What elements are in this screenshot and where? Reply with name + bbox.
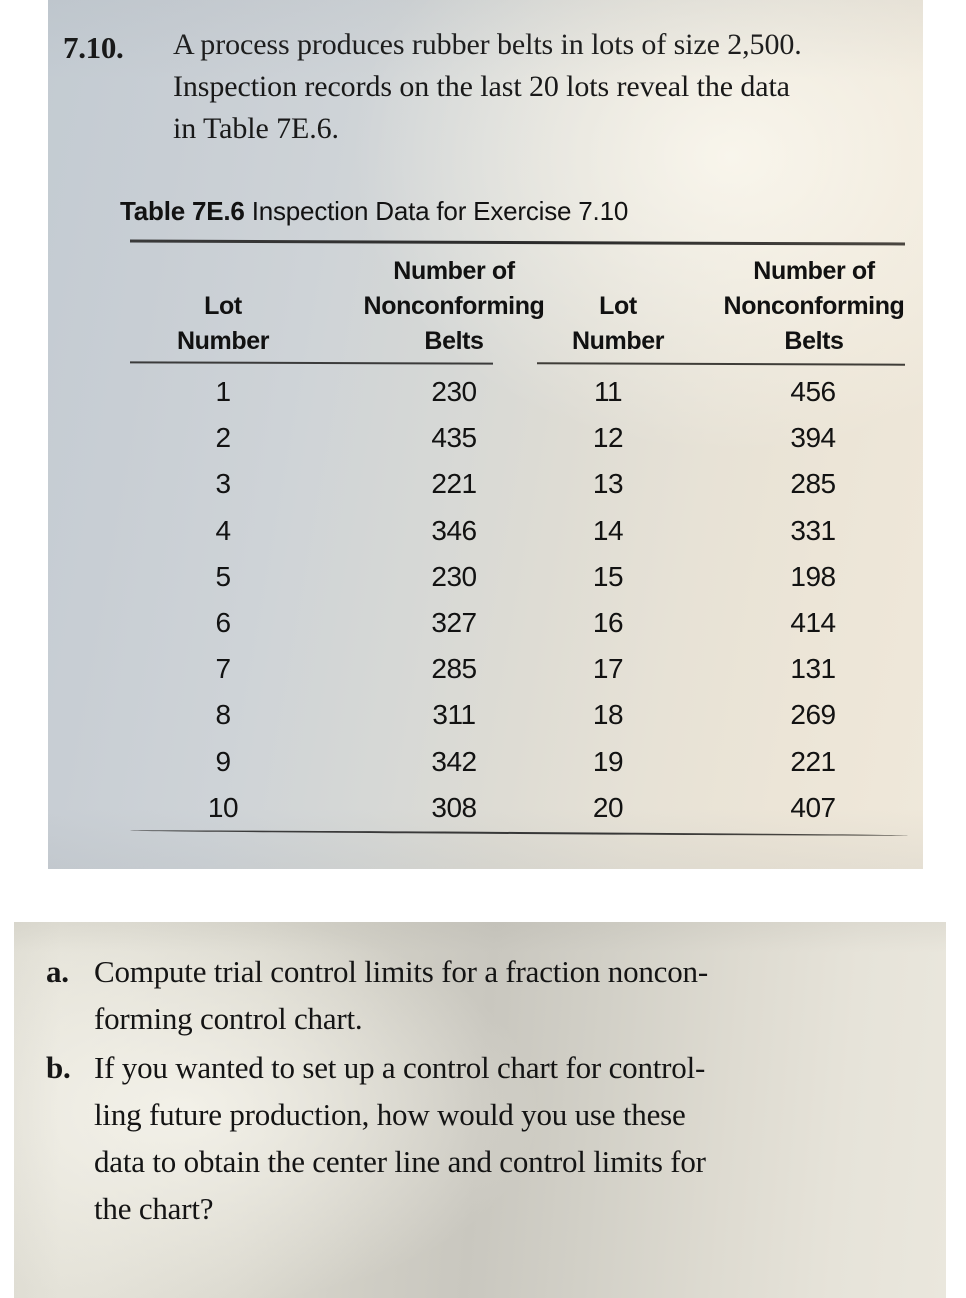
- table-row: 4 346 14 331: [63, 513, 923, 559]
- column-header-line: Belts: [424, 327, 484, 355]
- column-header-line: Belts: [784, 327, 844, 355]
- table-row: 8 311 18 269: [63, 697, 923, 743]
- cell-lot-number-left: 2: [215, 422, 231, 454]
- cell-nonconforming-belts-left: 308: [431, 791, 477, 823]
- table-row: 2 435 12 394: [63, 420, 923, 466]
- question-part: b. If you wanted to set up a control char…: [36, 1044, 936, 1232]
- column-header-nonconforming-belts-left: Number of Nonconforming Belts: [318, 254, 590, 359]
- column-header-line: Number of: [393, 257, 515, 285]
- column-header-line: Number: [571, 327, 665, 355]
- question-part: a. Compute trial control limits for a fra…: [36, 948, 936, 1042]
- cell-lot-number-right: 17: [592, 653, 624, 685]
- cell-lot-number-left: 1: [215, 376, 231, 407]
- cell-nonconforming-belts-right: 407: [790, 791, 836, 823]
- table-body: 1 230 11 456 2 435 12 394 3 221 13 285 4 346 14 331 5 230…: [63, 374, 923, 836]
- cell-nonconforming-belts-left: 342: [431, 745, 477, 777]
- cell-nonconforming-belts-right: 131: [790, 653, 836, 685]
- problem-line: Inspection records on the last 20 lots r…: [173, 70, 790, 103]
- question-part-line: data to obtain the center line and contr…: [94, 1144, 706, 1179]
- cell-nonconforming-belts-left: 435: [431, 422, 477, 454]
- cell-nonconforming-belts-left: 221: [431, 468, 477, 500]
- table-row: 5 230 15 198: [63, 559, 923, 605]
- cell-nonconforming-belts-right: 269: [790, 699, 836, 731]
- cell-lot-number-left: 5: [215, 560, 231, 592]
- question-part-label: a.: [46, 954, 69, 989]
- question-part-line: If you wanted to set up a control chart …: [94, 1050, 706, 1085]
- table-rule-header-right: [536, 362, 906, 366]
- cell-lot-number-left: 8: [215, 699, 231, 731]
- cell-nonconforming-belts-right: 414: [790, 606, 836, 638]
- column-header-nonconforming-belts-right: Number of Nonconforming Belts: [683, 254, 923, 359]
- cell-lot-number-left: 7: [215, 653, 231, 685]
- column-header-line: Nonconforming: [363, 292, 545, 320]
- textbook-photo-bottom: a. Compute trial control limits for a fra…: [14, 922, 946, 1298]
- problem-line: in Table 7E.6.: [173, 112, 339, 145]
- cell-lot-number-left: 4: [215, 514, 231, 546]
- column-header-line: Number of: [753, 257, 875, 285]
- cell-lot-number-left: 10: [207, 791, 239, 823]
- question-part-line: forming control chart.: [94, 1001, 363, 1036]
- table-row: 1 230 11 456: [63, 374, 923, 420]
- cell-nonconforming-belts-left: 346: [431, 514, 477, 546]
- column-header-lot-number-left: Lot Number: [123, 254, 323, 359]
- cell-nonconforming-belts-right: 285: [790, 468, 836, 500]
- cell-lot-number-left: 6: [215, 606, 231, 638]
- cell-lot-number-left: 3: [215, 468, 231, 500]
- cell-nonconforming-belts-left: 230: [431, 376, 477, 407]
- textbook-photo-top: 7.10. A process produces rubber belts in…: [48, 0, 923, 869]
- question-part-line: the chart?: [94, 1191, 214, 1226]
- problem-number: 7.10.: [63, 30, 124, 65]
- table-caption-title: Inspection Data for Exercise 7.10: [251, 196, 629, 226]
- problem-text: A process produces rubber belts in lots …: [173, 24, 923, 150]
- cell-lot-number-right: 19: [592, 745, 624, 777]
- question-part-label: b.: [46, 1050, 71, 1085]
- cell-nonconforming-belts-right: 456: [790, 376, 836, 407]
- cell-nonconforming-belts-left: 230: [431, 560, 477, 592]
- cell-lot-number-right: 14: [592, 514, 624, 546]
- cell-lot-number-right: 16: [592, 606, 624, 638]
- cell-lot-number-right: 13: [592, 468, 624, 500]
- table-rule-header-left: [129, 361, 494, 365]
- column-header-line: Lot: [599, 292, 637, 320]
- cell-nonconforming-belts-right: 221: [790, 745, 836, 777]
- question-part-line: ling future production, how would you us…: [94, 1097, 686, 1132]
- table-caption: Table 7E.6 Inspection Data for Exercise …: [120, 196, 628, 227]
- cell-lot-number-left: 9: [215, 745, 231, 777]
- cell-nonconforming-belts-right: 331: [790, 514, 836, 546]
- column-header-line: Lot: [204, 292, 242, 320]
- cell-nonconforming-belts-right: 394: [790, 422, 836, 454]
- table-row: 7 285 17 131: [63, 651, 923, 697]
- table-row: 6 327 16 414: [63, 605, 923, 651]
- table-row: 9 342 19 221: [63, 744, 923, 790]
- cell-lot-number-right: 15: [592, 560, 624, 592]
- cell-nonconforming-belts-left: 327: [431, 606, 477, 638]
- cell-lot-number-right: 12: [592, 422, 624, 454]
- column-header-lot-number-right: Lot Number: [518, 254, 718, 359]
- question-part-line: Compute trial control limits for a fract…: [94, 954, 708, 989]
- cell-lot-number-right: 18: [592, 699, 624, 731]
- cell-lot-number-right: 20: [592, 791, 624, 823]
- table-row: 3 221 13 285: [63, 466, 923, 512]
- cell-lot-number-right: 11: [593, 376, 623, 407]
- cell-nonconforming-belts-left: 311: [432, 699, 476, 731]
- table-caption-label: Table 7E.6: [120, 196, 245, 226]
- problem-line: A process produces rubber belts in lots …: [173, 28, 802, 61]
- table-row: 10 308 20 407: [63, 790, 923, 836]
- column-header-line: Nonconforming: [723, 292, 905, 320]
- table-rule-top: [129, 239, 906, 246]
- column-header-line: Number: [176, 327, 270, 355]
- cell-nonconforming-belts-left: 285: [431, 653, 477, 685]
- cell-nonconforming-belts-right: 198: [790, 560, 836, 592]
- question-parts-list: a. Compute trial control limits for a fra…: [36, 948, 936, 1234]
